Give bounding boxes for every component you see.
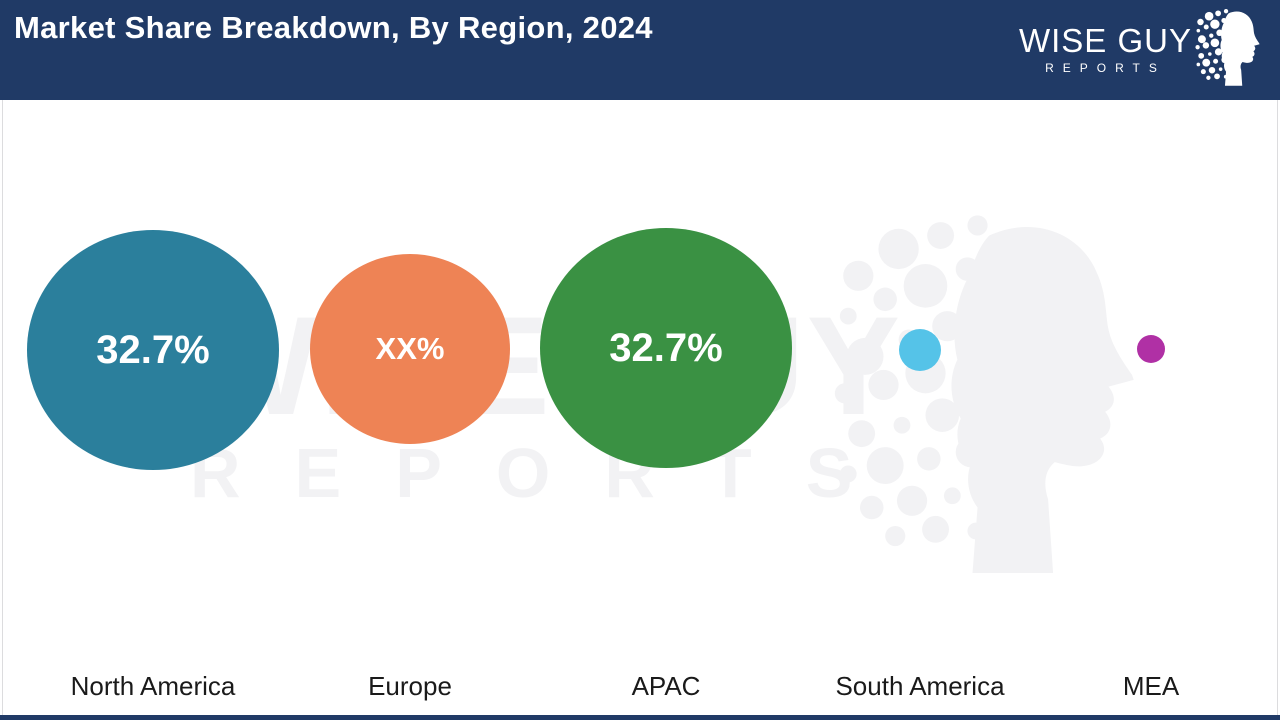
page-title: Market Share Breakdown, By Region, 2024 xyxy=(14,10,653,45)
bubble-south-america xyxy=(899,329,941,371)
bubble-apac: 32.7% xyxy=(540,228,792,468)
content-frame xyxy=(2,100,1278,715)
category-label-europe: Europe xyxy=(368,671,452,701)
bottom-bar xyxy=(0,715,1280,720)
category-label-north-america: North America xyxy=(70,671,236,701)
bubble-europe: XX% xyxy=(310,254,510,444)
category-label-mea: MEA xyxy=(1122,671,1180,701)
logo-text-block: WISE GUY REPORTS xyxy=(1019,24,1192,75)
bubble-value-europe: XX% xyxy=(375,331,445,366)
logo-head-icon xyxy=(1195,9,1260,86)
logo-wordmark: WISE GUY xyxy=(1018,22,1192,59)
bubble-value-apac: 32.7% xyxy=(609,325,723,370)
header: Market Share Breakdown, By Region, 2024 … xyxy=(0,0,1280,100)
bubble-mea xyxy=(1137,335,1165,363)
category-label-apac: APAC xyxy=(631,671,701,701)
bubble-north-america: 32.7% xyxy=(27,230,279,470)
brand-logo: WISE GUY REPORTS xyxy=(1019,8,1266,86)
category-label-south-america: South America xyxy=(835,671,1005,701)
bubble-value-north-america: 32.7% xyxy=(96,327,210,372)
logo-tagline: REPORTS xyxy=(1045,61,1166,75)
